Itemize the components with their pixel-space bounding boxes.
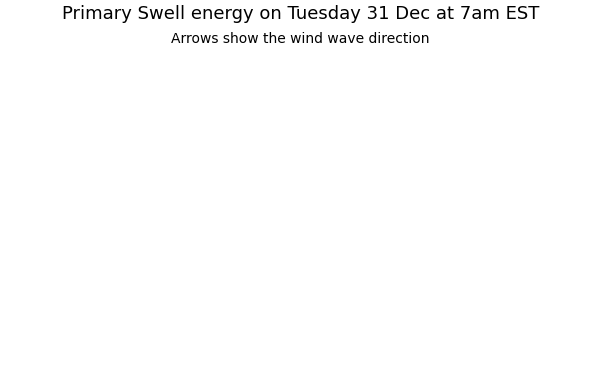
Text: cartopy required: cartopy required <box>243 202 358 216</box>
Text: Arrows show the wind wave direction: Arrows show the wind wave direction <box>171 32 430 46</box>
Text: Primary Swell energy on Tuesday 31 Dec at 7am EST: Primary Swell energy on Tuesday 31 Dec a… <box>62 5 539 23</box>
